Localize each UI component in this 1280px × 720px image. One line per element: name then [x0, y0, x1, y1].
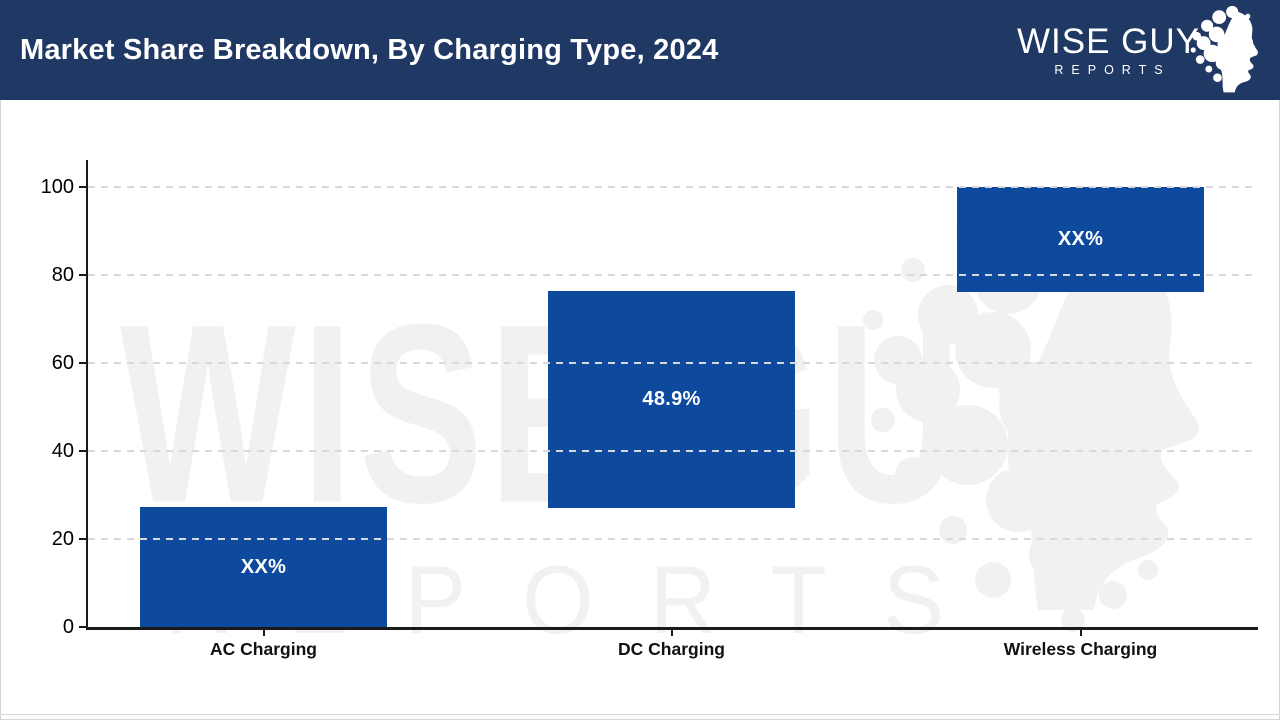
y-tick-label: 40 — [51, 440, 74, 462]
y-tick — [79, 450, 87, 452]
gridline-20 — [88, 538, 1257, 540]
y-tick-label: 100 — [40, 176, 74, 198]
x-axis-line — [85, 627, 1258, 630]
bottom-hairline — [0, 713, 1280, 715]
bar-wireless-charging: XX% — [957, 187, 1204, 292]
y-tick — [79, 186, 87, 188]
gridline-60 — [88, 362, 1257, 364]
y-tick-label: 20 — [51, 528, 74, 550]
x-tick — [1079, 629, 1082, 636]
x-tick — [670, 629, 673, 636]
bar-value-label: XX% — [240, 556, 287, 578]
page-title: Market Share Breakdown, By Charging Type… — [20, 33, 719, 66]
y-tick-label: 0 — [62, 616, 74, 638]
y-tick-label: 60 — [51, 352, 74, 374]
watermark-face-icon — [863, 210, 1199, 632]
gridline-40 — [88, 450, 1257, 452]
y-tick — [79, 626, 87, 628]
logo-reports-text: REPORTS — [1054, 62, 1171, 77]
x-tick — [262, 629, 265, 636]
x-axis-label-dc-charging: DC Charging — [618, 639, 725, 659]
y-tick — [79, 538, 87, 540]
gridline-100 — [88, 186, 1257, 188]
bar-value-label: XX% — [1057, 228, 1104, 250]
bar-value-label: 48.9% — [642, 388, 701, 410]
gridline-80 — [88, 274, 1257, 276]
x-axis-label-ac-charging: AC Charging — [210, 639, 317, 659]
header-band: Market Share Breakdown, By Charging Type… — [0, 0, 1280, 100]
x-axis-label-wireless-charging: Wireless Charging — [1003, 639, 1158, 659]
logo-wise-guy-text: WISE GUY — [1016, 21, 1200, 61]
bar-dc-charging: 48.9% — [548, 291, 795, 508]
y-tick — [79, 362, 87, 364]
y-tick — [79, 274, 87, 276]
bar-ac-charging: XX% — [140, 507, 387, 628]
brand-logo: WISE GUY REPORTS — [1017, 5, 1268, 95]
y-tick-label: 80 — [51, 264, 74, 286]
y-axis-line — [85, 160, 88, 630]
face-profile-dots-icon — [1190, 5, 1258, 93]
